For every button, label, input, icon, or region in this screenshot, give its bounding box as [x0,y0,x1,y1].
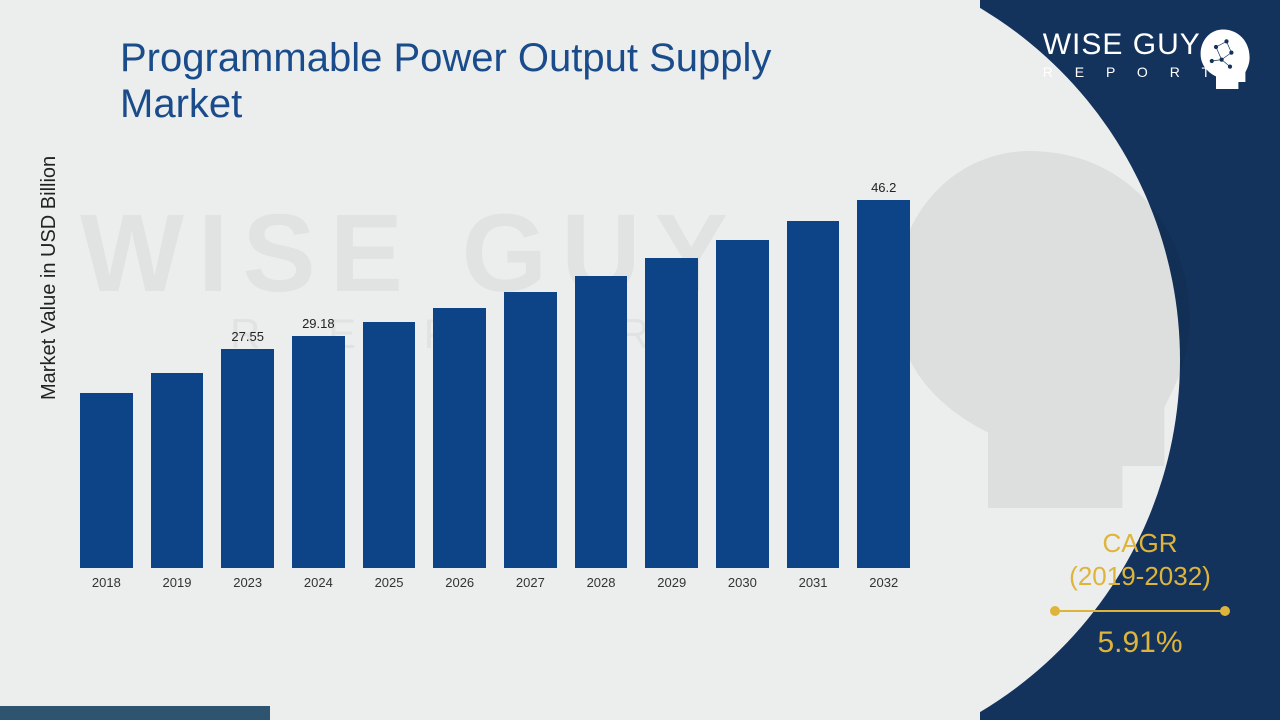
x-axis-label: 2031 [787,575,840,590]
bottom-accent-bar [0,706,270,720]
bar-wrap [504,272,557,568]
bar [645,258,698,568]
cagr-label-2: (2019-2032) [1069,561,1211,591]
bar [363,322,416,568]
bar-wrap: 27.55 [221,329,274,568]
bar-wrap [575,256,628,568]
bar-value-label: 27.55 [231,329,264,345]
bar [575,276,628,568]
infographic-canvas: WISE GUY R E P O R T S WISE GUY R E P O … [0,0,1280,720]
x-axis-label: 2030 [716,575,769,590]
bar-wrap [363,302,416,568]
bar-wrap [433,288,486,568]
chart-title: Programmable Power Output Supply Market [120,35,880,127]
cagr-value: 5.91% [1040,626,1240,660]
bar [80,393,133,568]
brand-logo: WISE GUY R E P O R T S [1043,30,1250,80]
x-axis-label: 2026 [433,575,486,590]
bar [221,349,274,568]
bar-value-label: 29.18 [302,316,335,332]
bar-wrap [716,220,769,568]
bar-wrap: 29.18 [292,316,345,568]
bar-wrap: 46.2 [857,180,910,568]
y-axis-label: Market Value in USD Billion [38,156,61,400]
bar-chart: 27.55 29.18 46.2 2018 2019 2023 2024 2025 2026 2… [80,170,910,590]
x-axis-label: 2027 [504,575,557,590]
bar-wrap [787,201,840,568]
x-axis-label: 2019 [151,575,204,590]
x-axis-label: 2025 [363,575,416,590]
bar-wrap [151,353,204,568]
x-axis-label: 2029 [645,575,698,590]
logo-head-icon [1188,26,1258,96]
bar [857,200,910,568]
cagr-label-1: CAGR [1102,528,1177,558]
bar-wrap [80,373,133,568]
cagr-block: CAGR (2019-2032) 5.91% [1040,527,1240,660]
x-axis-label: 2028 [575,575,628,590]
x-axis-label: 2023 [221,575,274,590]
bar-wrap [645,238,698,568]
x-axis-label: 2032 [857,575,910,590]
bar [151,373,204,568]
bar [787,221,840,568]
x-axis-label: 2018 [80,575,133,590]
bar [433,308,486,568]
bar [292,336,345,568]
bar [716,240,769,568]
cagr-divider [1055,610,1225,612]
x-axis-label: 2024 [292,575,345,590]
bar-value-label: 46.2 [871,180,896,196]
bar [504,292,557,568]
